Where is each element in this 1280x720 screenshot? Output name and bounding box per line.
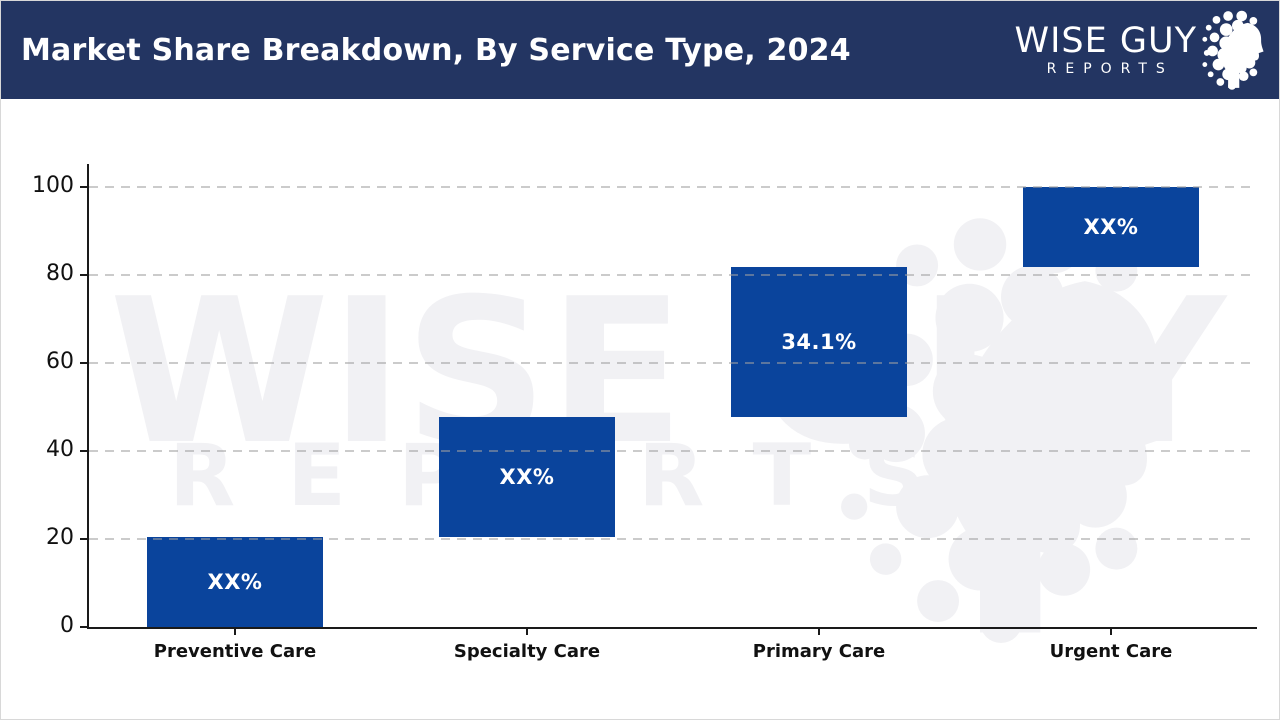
page-title: Market Share Breakdown, By Service Type,… — [21, 32, 851, 68]
y-axis-tick-label: 0 — [60, 613, 74, 638]
gridline-y80 — [89, 274, 1257, 276]
y-axis-tick — [80, 186, 89, 188]
bar-value-label: XX% — [1083, 214, 1139, 239]
brand-logo: WISE GUY REPORTS — [1014, 9, 1265, 91]
y-axis-tick — [80, 450, 89, 452]
bar-preventive-care: XX% — [147, 536, 323, 627]
bar-urgent-care: XX% — [1023, 187, 1199, 267]
y-axis-tick-label: 20 — [46, 525, 74, 550]
y-axis-tick-label: 80 — [46, 261, 74, 286]
wiseguy-head-logo-icon — [1202, 10, 1264, 90]
x-axis-spine — [87, 627, 1257, 629]
brand-logo-text: WISE GUY REPORTS — [1014, 21, 1197, 77]
y-axis-spine — [87, 164, 89, 629]
bar-value-label: XX% — [207, 569, 263, 594]
gridline-y60 — [89, 362, 1257, 364]
header: Market Share Breakdown, By Service Type,… — [1, 1, 1279, 99]
x-axis-tick — [818, 629, 820, 635]
gridline-y20 — [89, 538, 1257, 540]
bar-primary-care: 34.1% — [731, 266, 907, 417]
x-axis-tick — [1110, 629, 1112, 635]
x-axis-category-label: Urgent Care — [1049, 641, 1173, 662]
x-axis-tick — [526, 629, 528, 635]
bar-value-label: XX% — [499, 464, 555, 489]
gridline-y40 — [89, 450, 1257, 452]
y-axis-tick-label: 100 — [32, 173, 74, 198]
x-axis-category-label: Primary Care — [752, 641, 886, 662]
x-axis-category-label: Preventive Care — [153, 641, 317, 662]
x-axis-category-label: Specialty Care — [453, 641, 601, 662]
watermark-brand-text: WISE GUY — [109, 256, 1226, 489]
brand-name: WISE GUY — [1014, 21, 1197, 61]
bar-value-label: 34.1% — [781, 329, 857, 354]
brand-subname: REPORTS — [1046, 61, 1174, 77]
bar-specialty-care: XX% — [439, 416, 615, 537]
x-axis-tick — [234, 629, 236, 635]
y-axis-tick — [80, 274, 89, 276]
y-axis-tick — [80, 362, 89, 364]
y-axis-tick-label: 40 — [46, 437, 74, 462]
y-axis-tick — [80, 538, 89, 540]
y-axis-tick — [80, 626, 89, 628]
y-axis-tick-label: 60 — [46, 349, 74, 374]
gridline-y100 — [89, 186, 1257, 188]
